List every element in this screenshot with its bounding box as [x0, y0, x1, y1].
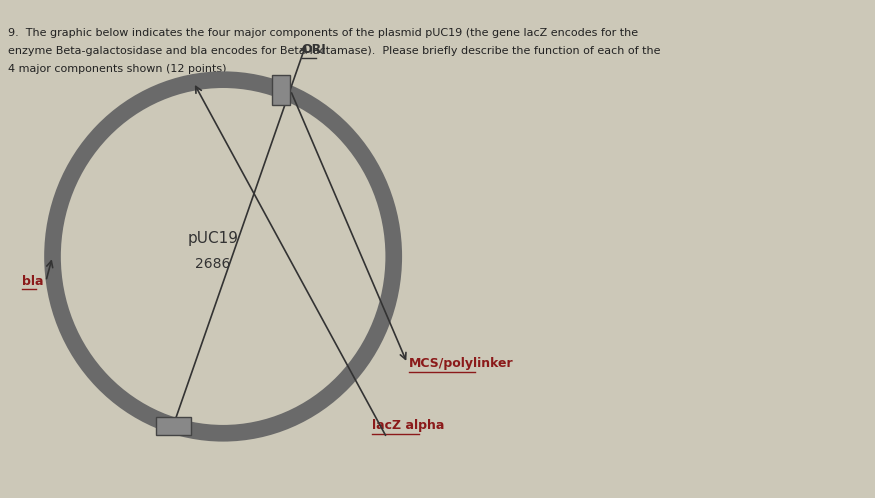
Bar — [272, 75, 290, 106]
Text: 9.  The graphic below indicates the four major components of the plasmid pUC19 (: 9. The graphic below indicates the four … — [8, 28, 638, 38]
Text: bla: bla — [22, 275, 44, 288]
Text: 4 major components shown (12 points): 4 major components shown (12 points) — [8, 64, 227, 74]
Text: 2686: 2686 — [195, 257, 231, 271]
Text: MCS/polylinker: MCS/polylinker — [410, 357, 514, 370]
Text: enzyme Beta-galactosidase and bla encodes for Beta-lactamase).  Please briefly d: enzyme Beta-galactosidase and bla encode… — [8, 46, 661, 56]
Text: ORI: ORI — [302, 43, 326, 56]
Text: pUC19: pUC19 — [187, 231, 239, 246]
Text: lacZ alpha: lacZ alpha — [372, 419, 444, 432]
Bar — [156, 416, 191, 435]
